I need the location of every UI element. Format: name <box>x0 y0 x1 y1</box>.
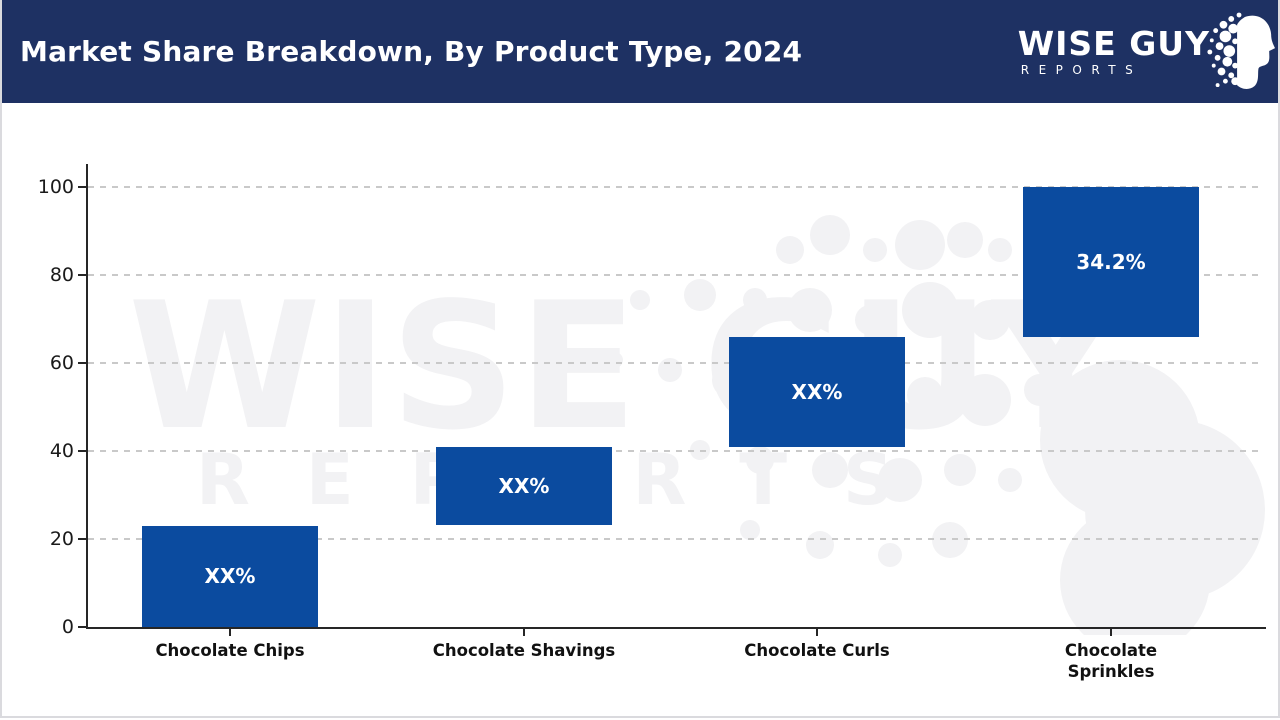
watermark-dotted-head-icon <box>607 215 1265 635</box>
y-tick-60 <box>78 362 86 364</box>
gridline-40 <box>88 450 1264 452</box>
y-tick-label-100: 100 <box>37 176 74 198</box>
x-category-label: Chocolate Curls <box>744 641 890 660</box>
x-category-label: Chocolate Shavings <box>432 641 616 660</box>
x-tick-2 <box>816 629 818 636</box>
gridline-100 <box>88 186 1264 188</box>
x-tick-1 <box>523 629 525 636</box>
brand-reports-text: REPORTS <box>1020 62 1143 77</box>
x-category-label: Chocolate Chips <box>155 641 305 660</box>
y-tick-label-20: 20 <box>49 528 74 550</box>
brand-logo: WISE GUY REPORTS <box>1018 0 1276 103</box>
bar-segment: 34.2% <box>1023 187 1199 338</box>
y-tick-0 <box>78 626 86 628</box>
y-tick-20 <box>78 538 86 540</box>
brand-wordmark: WISE GUY <box>1017 23 1210 63</box>
bar-segment: XX% <box>142 525 318 627</box>
y-tick-40 <box>78 450 86 452</box>
y-tick-label-0: 0 <box>61 616 74 638</box>
brand-head-icon <box>1207 12 1276 89</box>
y-tick-label-60: 60 <box>49 352 74 374</box>
x-tick-0 <box>229 629 231 636</box>
x-tick-3 <box>1110 629 1112 636</box>
bar-value-label: XX% <box>791 380 843 405</box>
bar-value-label: 34.2% <box>1076 250 1146 275</box>
gridline-60 <box>88 362 1264 364</box>
brand-logo-text: WISE GUY REPORTS <box>1017 23 1210 77</box>
y-axis-line <box>86 164 88 629</box>
y-tick-100 <box>78 186 86 188</box>
x-axis-line <box>86 627 1266 629</box>
gridline-20 <box>88 538 1264 540</box>
y-tick-label-40: 40 <box>49 440 74 462</box>
header-bar: Market Share Breakdown, By Product Type,… <box>0 0 1280 103</box>
bar-value-label: XX% <box>498 474 550 499</box>
bar-segment: XX% <box>729 337 905 448</box>
page-title: Market Share Breakdown, By Product Type,… <box>20 35 803 68</box>
bar-value-label: XX% <box>204 564 256 589</box>
bar-segment: XX% <box>436 447 612 525</box>
y-tick-80 <box>78 274 86 276</box>
x-category-label: Chocolate Sprinkles <box>1064 641 1158 681</box>
y-tick-label-80: 80 <box>49 264 74 286</box>
gridline-80 <box>88 274 1264 276</box>
